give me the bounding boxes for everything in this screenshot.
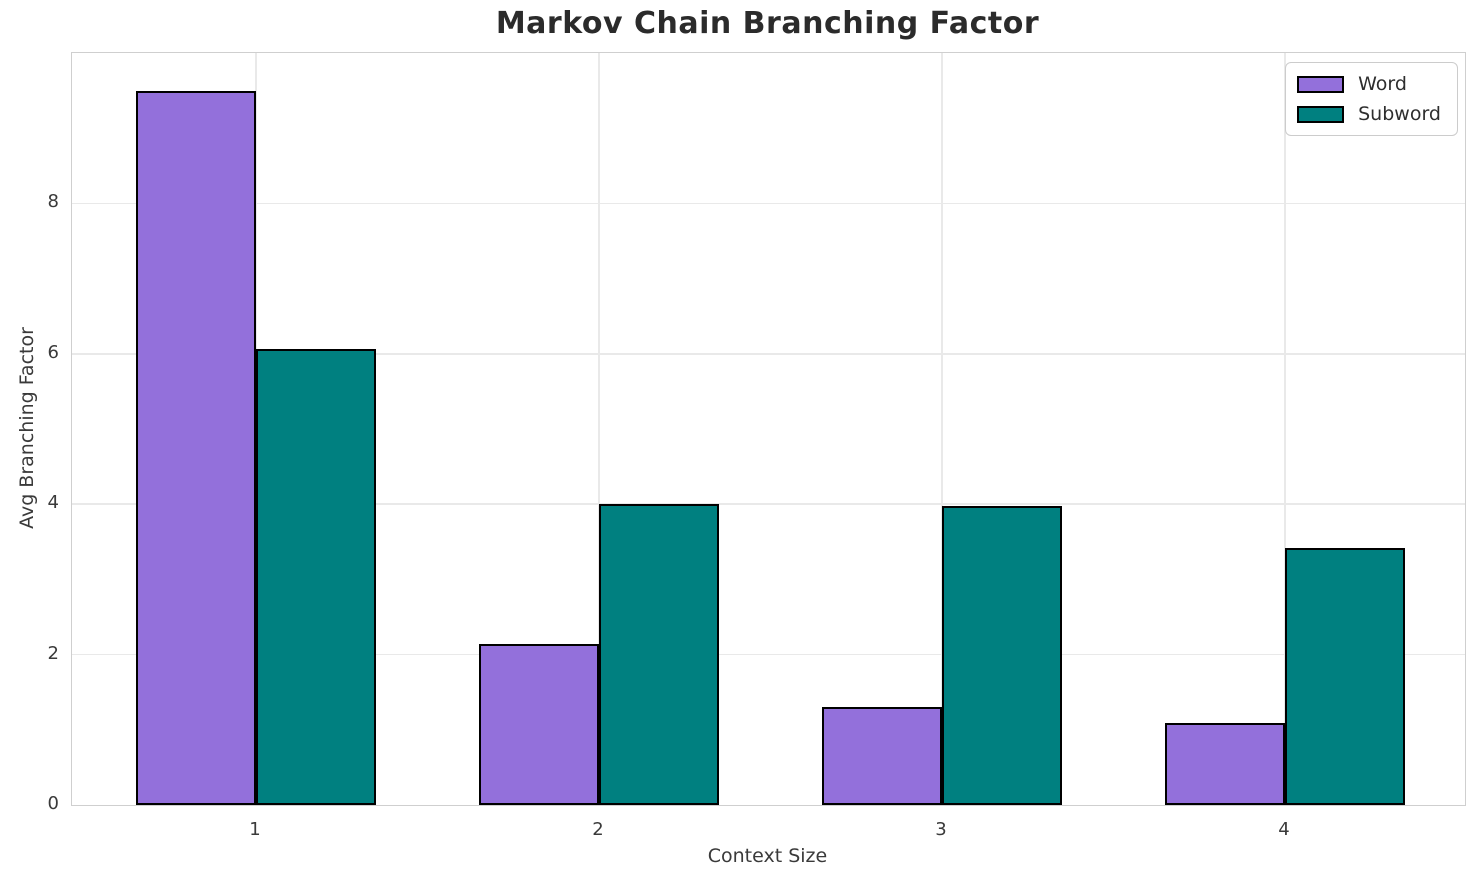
legend-item-word: Word <box>1297 73 1441 95</box>
bar-subword-1 <box>256 348 376 805</box>
bar-subword-2 <box>599 504 719 805</box>
h-gridline-8 <box>72 202 1465 205</box>
chart-title: Markov Chain Branching Factor <box>495 6 1040 41</box>
legend-label-subword: Subword <box>1358 103 1441 125</box>
legend-label-word: Word <box>1358 73 1407 95</box>
bar-subword-3 <box>942 506 1062 805</box>
legend-swatch-subword <box>1297 105 1345 123</box>
bar-word-1 <box>136 90 256 805</box>
plot-area: Word Subword <box>71 52 1466 806</box>
x-tick-label-4: 4 <box>1278 819 1290 840</box>
h-gridline-2 <box>72 653 1465 656</box>
legend: Word Subword <box>1285 62 1458 136</box>
v-gridline-4 <box>1284 53 1286 805</box>
bar-subword-4 <box>1285 547 1405 805</box>
h-gridline-6 <box>72 353 1465 355</box>
bar-word-4 <box>1165 723 1285 805</box>
x-tick-label-3: 3 <box>935 819 947 840</box>
bar-word-2 <box>479 644 599 805</box>
bar-word-3 <box>822 707 942 805</box>
v-gridline-2 <box>598 53 600 805</box>
y-tick-label-0: 0 <box>47 793 59 814</box>
h-gridline-4 <box>72 503 1465 505</box>
x-tick-label-1: 1 <box>249 819 261 840</box>
v-gridline-3 <box>941 53 943 805</box>
y-tick-label-2: 2 <box>47 642 59 664</box>
legend-item-subword: Subword <box>1297 103 1441 125</box>
x-axis-label: Context Size <box>707 845 828 867</box>
x-tick-label-2: 2 <box>592 819 604 840</box>
legend-swatch-word <box>1297 75 1345 93</box>
y-tick-label-8: 8 <box>47 191 59 213</box>
y-tick-label-6: 6 <box>47 341 59 363</box>
y-tick-label-4: 4 <box>47 492 59 514</box>
